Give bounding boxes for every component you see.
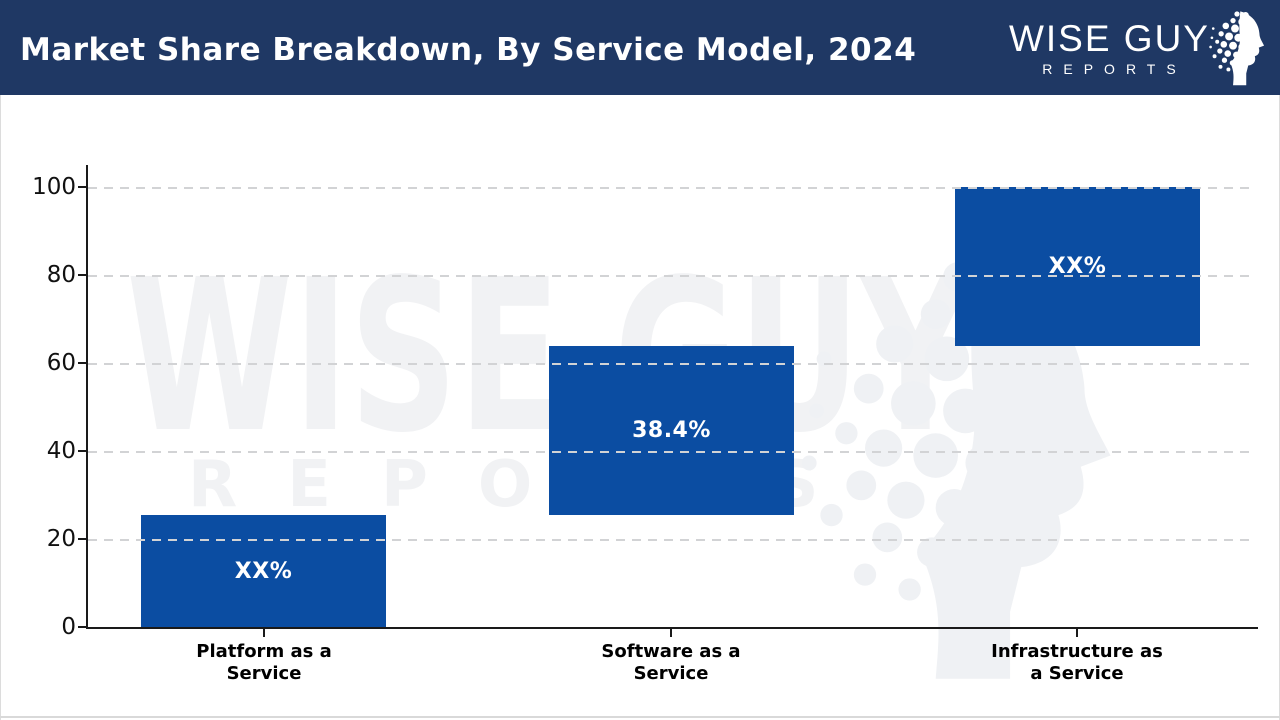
y-tick-label-80: 80 [46,262,76,288]
bar-value-label: XX% [234,558,293,584]
logo-text: WISE GUY REPORTS [1009,18,1210,77]
x-label-line1: Infrastructure as [991,641,1163,662]
page-left-border [0,95,1,720]
y-tick [78,362,87,364]
gridline-100 [88,187,1256,189]
y-tick [78,626,87,628]
x-category-label-software: Software as a Service [511,641,831,685]
y-tick [78,186,87,188]
x-tick [1076,629,1078,637]
logo-reports-text: REPORTS [1042,60,1187,77]
gridline-20 [88,539,1256,541]
y-tick-label-60: 60 [46,350,76,376]
bar-infrastructure-as-a-service: XX% [955,187,1200,346]
y-tick [78,538,87,540]
bar-software-as-a-service: 38.4% [549,346,794,515]
page-title: Market Share Breakdown, By Service Model… [20,32,917,68]
x-label-line2: Service [226,663,302,684]
x-axis-spine [86,627,1258,629]
gridline-80 [88,275,1256,277]
x-tick [670,629,672,637]
gridline-40 [88,451,1256,453]
y-axis-spine [86,165,88,629]
x-label-line2: Service [633,663,709,684]
gridline-60 [88,363,1256,365]
logo-dotted-head-icon [1209,11,1265,86]
y-tick-label-40: 40 [46,438,76,464]
y-tick-label-20: 20 [46,526,76,552]
x-label-line2: a Service [1030,663,1124,684]
y-tick [78,274,87,276]
header-bar: Market Share Breakdown, By Service Model… [0,0,1280,95]
x-label-line1: Software as a [601,641,741,662]
x-label-line1: Platform as a [196,641,332,662]
logo-wordmark: WISE GUY [1008,17,1210,59]
wise-guy-reports-logo: WISE GUY REPORTS [1009,7,1270,87]
bar-value-label: 38.4% [632,418,711,443]
x-tick [263,629,265,637]
y-tick-label-0: 0 [61,614,76,640]
page-bottom-border [0,716,1280,718]
x-category-label-platform: Platform as a Service [104,641,424,685]
bar-value-label: XX% [1048,254,1107,279]
x-category-label-infrastructure: Infrastructure as a Service [917,641,1237,685]
y-tick-label-100: 100 [32,174,76,200]
bar-platform-as-a-service: XX% [141,515,386,627]
y-tick [78,450,87,452]
